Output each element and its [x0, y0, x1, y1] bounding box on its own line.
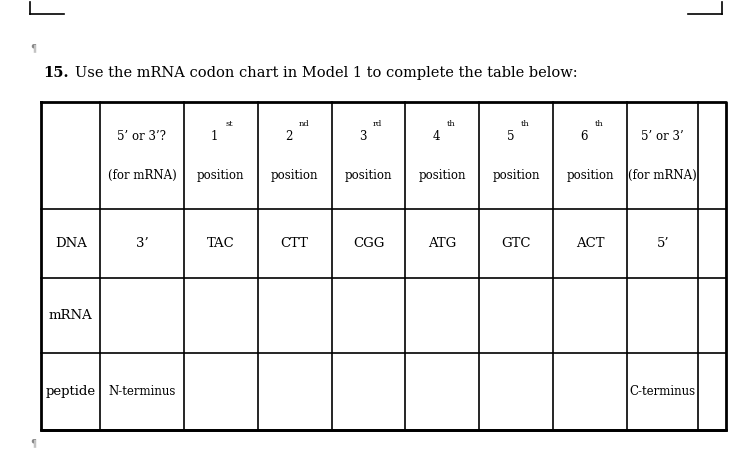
- Text: 5’ or 3’: 5’ or 3’: [641, 130, 684, 143]
- Text: peptide: peptide: [46, 385, 96, 398]
- Text: GTC: GTC: [502, 237, 531, 250]
- Text: 3’: 3’: [135, 237, 148, 250]
- Text: (for mRNA): (for mRNA): [629, 169, 697, 182]
- Text: C-terminus: C-terminus: [629, 385, 696, 398]
- Text: (for mRNA): (for mRNA): [108, 169, 176, 182]
- Text: st: st: [225, 120, 233, 128]
- Text: 5: 5: [507, 130, 514, 143]
- Text: CGG: CGG: [353, 237, 384, 250]
- Text: TAC: TAC: [207, 237, 235, 250]
- Text: th: th: [521, 120, 529, 128]
- Text: position: position: [344, 169, 393, 182]
- Text: 2: 2: [285, 130, 293, 143]
- Text: position: position: [197, 169, 244, 182]
- Text: position: position: [419, 169, 466, 182]
- Text: mRNA: mRNA: [49, 308, 92, 322]
- Text: 4: 4: [432, 130, 440, 143]
- Text: DNA: DNA: [55, 237, 86, 250]
- Text: ATG: ATG: [428, 237, 456, 250]
- Text: th: th: [447, 120, 456, 128]
- Text: position: position: [271, 169, 318, 182]
- Text: CTT: CTT: [280, 237, 308, 250]
- Text: position: position: [566, 169, 614, 182]
- Text: 15.: 15.: [43, 66, 68, 80]
- Text: Use the mRNA codon chart in Model 1 to complete the table below:: Use the mRNA codon chart in Model 1 to c…: [75, 66, 578, 80]
- Text: 3: 3: [359, 130, 366, 143]
- Text: 5’: 5’: [656, 237, 669, 250]
- Text: 5’ or 3’?: 5’ or 3’?: [117, 130, 166, 143]
- Text: ¶: ¶: [30, 439, 36, 449]
- Text: ¶: ¶: [30, 43, 36, 53]
- Text: th: th: [595, 120, 603, 128]
- Text: 1: 1: [211, 130, 218, 143]
- Text: rd: rd: [373, 120, 382, 128]
- Text: position: position: [493, 169, 540, 182]
- Text: nd: nd: [299, 120, 310, 128]
- Text: N-terminus: N-terminus: [108, 385, 176, 398]
- Text: ACT: ACT: [576, 237, 605, 250]
- Text: 6: 6: [581, 130, 588, 143]
